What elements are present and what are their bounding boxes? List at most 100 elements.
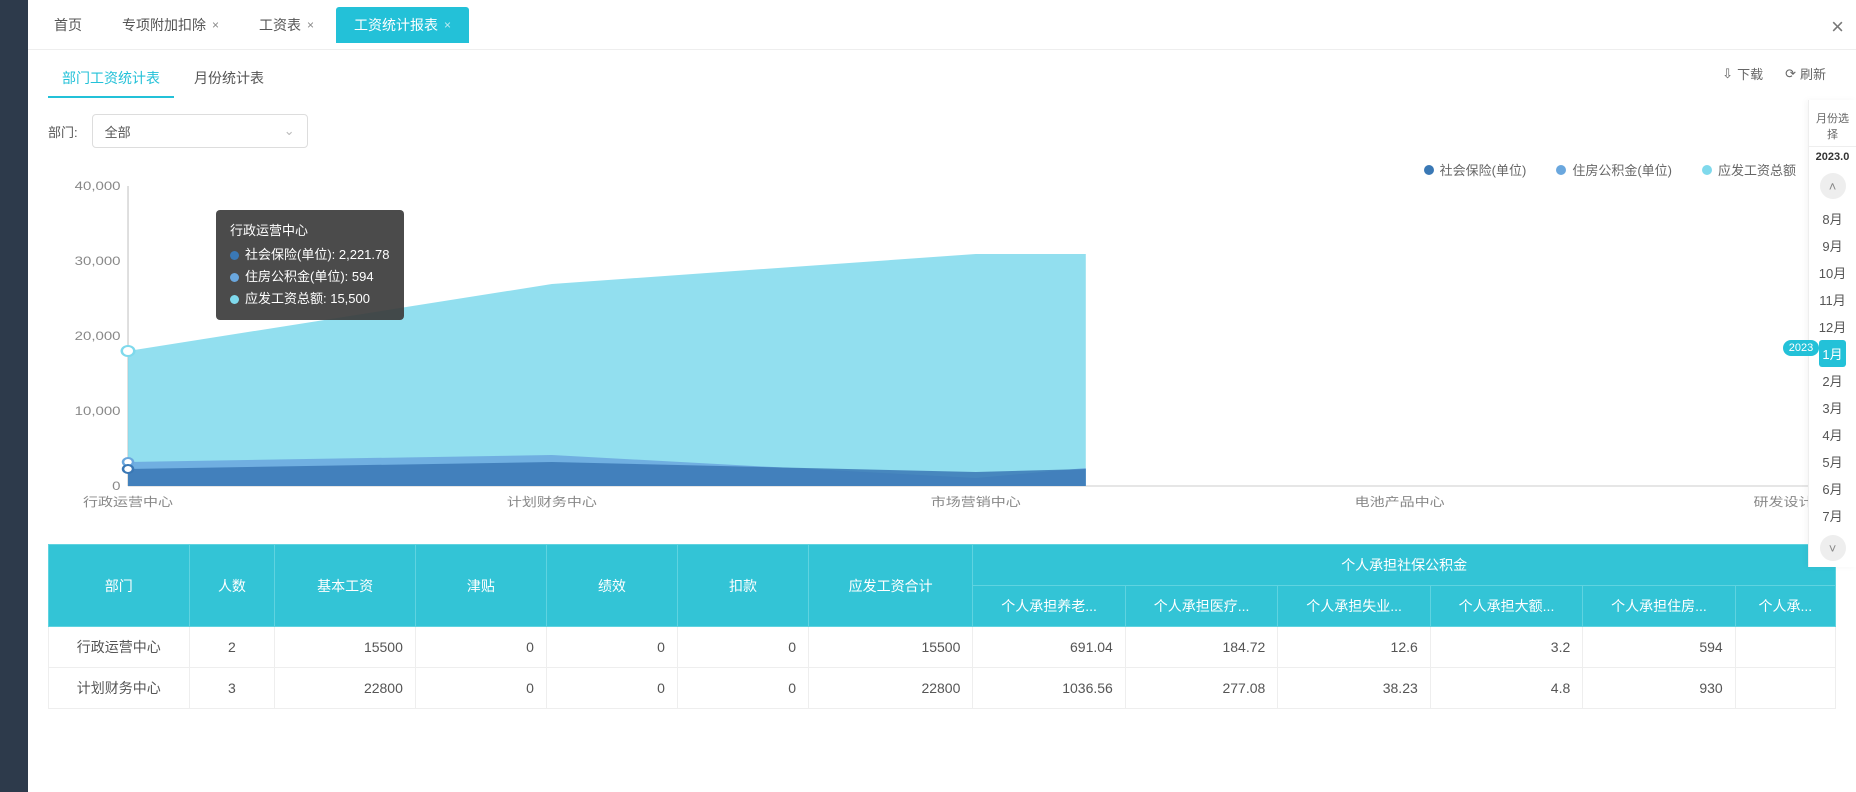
cell: 22800 <box>275 668 416 709</box>
table-row[interactable]: 计划财务中心 3 22800 0 0 0 22800 1036.56 277.0… <box>49 668 1836 709</box>
cell: 691.04 <box>973 627 1125 668</box>
month-option[interactable]: 12月 <box>1819 313 1846 340</box>
month-option[interactable]: 10月 <box>1819 259 1846 286</box>
th-g5: 个人承担住房... <box>1583 586 1735 627</box>
close-icon[interactable]: × <box>212 18 219 32</box>
svg-text:30,000: 30,000 <box>75 254 121 267</box>
close-icon[interactable]: × <box>444 18 451 32</box>
svg-text:市场营销中心: 市场营销中心 <box>931 495 1021 509</box>
dept-select[interactable]: 全部 ⌄ <box>92 114 308 148</box>
cell: 1036.56 <box>973 668 1125 709</box>
cell: 277.08 <box>1125 668 1277 709</box>
th-g6: 个人承... <box>1735 586 1835 627</box>
data-table: 部门 人数 基本工资 津贴 绩效 扣款 应发工资合计 个人承担社保公积金 个人承… <box>48 544 1836 709</box>
cell: 4.8 <box>1430 668 1582 709</box>
cell: 0 <box>546 627 677 668</box>
close-all-icon[interactable]: × <box>1831 14 1844 40</box>
refresh-button[interactable]: ⟳刷新 <box>1785 64 1826 83</box>
tab-salary-sheet[interactable]: 工资表 × <box>241 7 332 43</box>
cell-count: 2 <box>189 627 275 668</box>
month-option[interactable]: 3月 <box>1819 394 1846 421</box>
tab-special-deduction[interactable]: 专项附加扣除× <box>104 7 237 43</box>
tab-home[interactable]: 首页 <box>36 7 100 43</box>
tooltip-title: 行政运营中心 <box>230 220 390 242</box>
cell: 15500 <box>808 627 972 668</box>
month-option[interactable]: 8月 <box>1819 205 1846 232</box>
svg-text:10,000: 10,000 <box>75 404 121 417</box>
salary-table: 部门 人数 基本工资 津贴 绩效 扣款 应发工资合计 个人承担社保公积金 个人承… <box>48 544 1836 709</box>
svg-text:计划财务中心: 计划财务中心 <box>507 495 597 508</box>
month-option[interactable]: 6月 <box>1819 475 1846 502</box>
refresh-icon: ⟳ <box>1785 66 1796 82</box>
tab-label: 工资表 <box>259 15 301 35</box>
month-option[interactable]: 11月 <box>1819 286 1846 313</box>
month-option[interactable]: 7月 <box>1819 502 1846 529</box>
th-total: 应发工资合计 <box>808 545 972 627</box>
th-g3: 个人承担失业... <box>1278 586 1430 627</box>
dept-select-value: 全部 <box>105 122 131 141</box>
legend-dot <box>1702 165 1712 175</box>
cell: 0 <box>677 627 808 668</box>
svg-text:20,000: 20,000 <box>75 329 121 342</box>
th-g4: 个人承担大额... <box>1430 586 1582 627</box>
tab-salary-stats-report[interactable]: 工资统计报表 × <box>336 7 469 43</box>
legend-dot <box>1424 165 1434 175</box>
cell: 0 <box>677 668 808 709</box>
th-deduct: 扣款 <box>677 545 808 627</box>
svg-text:电池产品中心: 电池产品中心 <box>1355 495 1445 508</box>
chart-tooltip: 行政运营中心 社会保险(单位): 2,221.78 住房公积金(单位): 594… <box>216 210 404 320</box>
rail-year: 2023.0 <box>1816 147 1850 167</box>
th-dept: 部门 <box>49 545 190 627</box>
th-allowance: 津贴 <box>415 545 546 627</box>
legend-dot <box>1556 165 1566 175</box>
th-g2: 个人承担医疗... <box>1125 586 1277 627</box>
cell: 0 <box>546 668 677 709</box>
month-option[interactable]: 1月2023 <box>1819 340 1846 367</box>
main-area: 首页 专项附加扣除× 工资表 × 工资统计报表 × × 部门工资统计表 月份统计表 … <box>28 0 1856 792</box>
x-axis: 行政运营中心 计划财务中心 市场营销中心 电池产品中心 研发设计中心 <box>83 495 1836 509</box>
svg-text:40,000: 40,000 <box>75 179 121 192</box>
tooltip-line: 社会保险(单位): 2,221.78 <box>245 244 390 266</box>
month-option[interactable]: 2月 <box>1819 367 1846 394</box>
filter-row: 部门: 全部 ⌄ <box>28 98 1856 152</box>
chart-marker <box>122 346 135 356</box>
close-icon[interactable]: × <box>307 18 314 32</box>
chevron-down-icon: ⌄ <box>284 123 295 139</box>
cell: 22800 <box>808 668 972 709</box>
th-perf: 绩效 <box>546 545 677 627</box>
cell: 930 <box>1583 668 1735 709</box>
download-label: 下载 <box>1737 64 1763 83</box>
month-option[interactable]: 5月 <box>1819 448 1846 475</box>
svg-text:0: 0 <box>112 479 121 492</box>
cell: 38.23 <box>1278 668 1430 709</box>
svg-text:行政运营中心: 行政运营中心 <box>83 495 173 508</box>
rail-header: 月份选择 <box>1809 106 1856 147</box>
cell: 3.2 <box>1430 627 1582 668</box>
cell: 594 <box>1583 627 1735 668</box>
subtab-month-stats[interactable]: 月份统计表 <box>180 60 278 98</box>
month-option[interactable]: 9月 <box>1819 232 1846 259</box>
cell <box>1735 668 1835 709</box>
subtab-dept-stats[interactable]: 部门工资统计表 <box>48 60 174 98</box>
toolbar-actions: ⇩下载 ⟳刷新 <box>1722 64 1826 83</box>
month-option[interactable]: 4月 <box>1819 421 1846 448</box>
th-count: 人数 <box>189 545 275 627</box>
download-button[interactable]: ⇩下载 <box>1722 64 1763 83</box>
cell <box>1735 627 1835 668</box>
download-icon: ⇩ <box>1722 66 1733 82</box>
dept-filter-label: 部门: <box>48 122 78 141</box>
refresh-label: 刷新 <box>1800 64 1826 83</box>
rail-down-button[interactable]: ˅ <box>1820 535 1846 561</box>
tooltip-dot <box>230 295 239 304</box>
table-row[interactable]: 行政运营中心 2 15500 0 0 0 15500 691.04 184.72… <box>49 627 1836 668</box>
sub-tabs: 部门工资统计表 月份统计表 ⇩下载 ⟳刷新 <box>28 50 1856 98</box>
rail-up-button[interactable]: ˄ <box>1820 173 1846 199</box>
th-group-personal: 个人承担社保公积金 <box>973 545 1836 586</box>
cell: 184.72 <box>1125 627 1277 668</box>
tooltip-line: 住房公积金(单位): 594 <box>245 266 374 288</box>
cell-dept: 计划财务中心 <box>49 668 190 709</box>
tooltip-line: 应发工资总额: 15,500 <box>245 288 370 310</box>
year-badge: 2023 <box>1783 340 1819 356</box>
th-base: 基本工资 <box>275 545 416 627</box>
tab-label: 工资统计报表 <box>354 15 438 35</box>
